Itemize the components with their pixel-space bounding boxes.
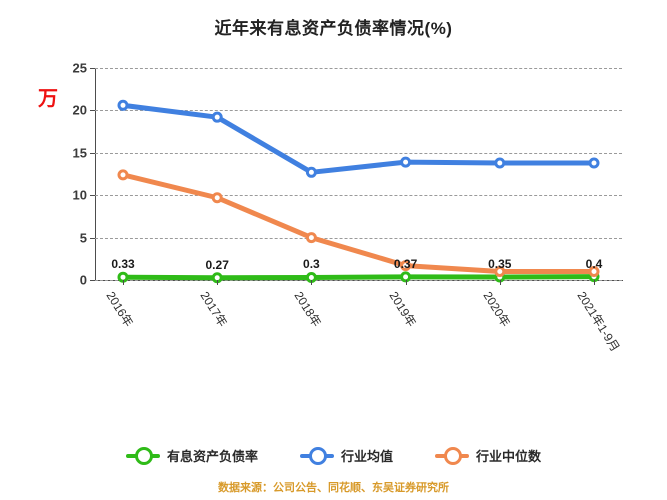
y-tick-label: 25	[72, 60, 87, 76]
x-tick-label: 2017年	[197, 289, 231, 330]
y-tick-mark	[90, 280, 95, 281]
legend-swatch-icon	[125, 446, 160, 465]
y-tick-mark	[90, 237, 95, 239]
x-tick-label: 2021年1-9月	[574, 289, 623, 355]
plot-area	[90, 68, 622, 281]
chart-title: 近年来有息资产负债率情况(%)	[214, 19, 453, 38]
grid-line	[95, 280, 622, 281]
x-tick-label: 2019年	[386, 289, 419, 330]
grid-line	[95, 68, 622, 69]
legend-item[interactable]: 行业均值	[299, 446, 393, 465]
grid-line	[95, 237, 622, 239]
legend-swatch-icon	[435, 446, 469, 465]
y-tick-mark	[90, 152, 95, 154]
x-tick-mark	[217, 280, 219, 285]
data-point-label: 0.4	[585, 256, 603, 271]
legend-label: 行业中位数	[476, 449, 542, 464]
y-tick-label: 15	[72, 145, 87, 161]
data-point-label: 0.33	[111, 257, 135, 272]
x-tick-label: 2016年	[103, 289, 136, 330]
x-tick-label: 2018年	[291, 289, 325, 330]
grid-line	[95, 110, 622, 112]
legend-swatch-icon	[299, 446, 334, 465]
y-tick-mark	[90, 110, 95, 112]
legend-label: 有息资产负债率	[166, 449, 258, 464]
x-tick-mark	[311, 280, 313, 285]
data-point-label: 0.37	[393, 256, 418, 271]
chart-legend: 有息资产负债率 行业均值 行业中位数	[0, 446, 667, 465]
legend-label: 行业均值	[340, 449, 393, 464]
y-tick-label: 10	[72, 187, 87, 203]
grid-line	[95, 152, 622, 154]
x-tick-mark	[499, 280, 501, 285]
y-tick-label: 0	[79, 272, 87, 288]
legend-item[interactable]: 有息资产负债率	[125, 446, 258, 465]
data-point-label: 0.3	[303, 257, 320, 272]
y-tick-mark	[90, 195, 95, 197]
y-tick-label: 20	[72, 102, 87, 118]
y-tick-mark	[90, 68, 95, 69]
y-axis-line	[95, 68, 96, 281]
data-point-label: 0.27	[205, 257, 229, 272]
legend-item[interactable]: 行业中位数	[435, 446, 541, 465]
y-tick-label: 5	[79, 230, 87, 246]
data-point-label: 0.35	[488, 257, 512, 272]
red-axis-annotation: 万	[38, 88, 58, 110]
source-note: 数据来源：公司公告、同花顺、东吴证券研究所	[218, 482, 449, 494]
x-tick-mark	[594, 280, 595, 285]
x-tick-mark	[405, 280, 407, 285]
grid-line	[95, 195, 622, 197]
x-tick-mark	[123, 280, 124, 285]
x-tick-label: 2020年	[480, 289, 513, 330]
